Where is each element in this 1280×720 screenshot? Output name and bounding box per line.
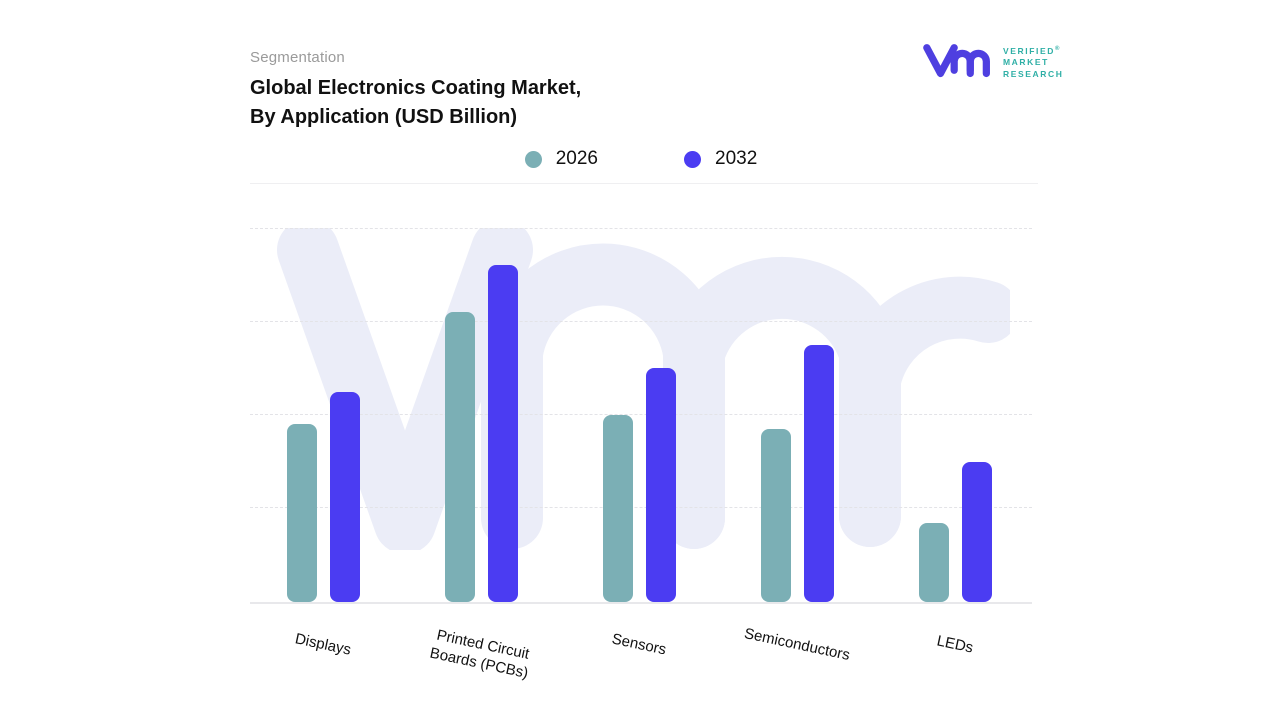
bar-2032-printed-circuit (487, 265, 518, 602)
legend-item-2032: 2032 (684, 148, 757, 170)
plot-area: Displays Printed Circuit Boards (PCBs) Sen… (250, 183, 1032, 693)
legend-label-2026: 2026 (555, 148, 598, 169)
vmr-logo: VERIFIED® MARKET RESEARCH (922, 36, 1064, 87)
bar-2026-semiconductors (760, 429, 791, 602)
bar-2026-printed-circuit (444, 312, 475, 602)
vmr-logo-glyph-icon (922, 36, 996, 87)
legend-separator-line (250, 183, 1038, 184)
vmr-watermark-icon (270, 219, 1019, 555)
chart-title: Global Electronics Coating Market, By Ap… (250, 77, 582, 128)
x-axis-label: Semiconductors (742, 625, 852, 664)
vmr-logo-text: VERIFIED® MARKET RESEARCH (1003, 45, 1064, 79)
bar-2032-sensors (645, 368, 676, 602)
bar-2032-semiconductors (803, 344, 834, 602)
bar-2026-sensors (602, 415, 633, 602)
bar-2032-leds (961, 461, 992, 602)
x-axis-line (250, 602, 1032, 604)
legend-item-2026: 2026 (524, 148, 598, 170)
bar-2026-displays (286, 424, 317, 602)
x-axis-label: Displays (293, 630, 353, 659)
legend-dot-2032 (684, 150, 701, 168)
legend: 2026 2032 (250, 148, 1032, 170)
gridline (250, 228, 1032, 229)
gridline (250, 414, 1032, 415)
x-axis-label: Sensors (610, 630, 668, 659)
gridline (250, 507, 1032, 508)
legend-dot-2026 (524, 150, 542, 168)
legend-label-2032: 2032 (715, 148, 758, 169)
registered-mark: ® (1055, 45, 1062, 52)
bar-2032-displays (329, 391, 360, 602)
gridline (250, 321, 1032, 322)
x-axis-label: LEDs (935, 632, 975, 657)
segmentation-eyebrow: Segmentation (250, 49, 345, 66)
x-axis-label: Printed Circuit Boards (PCBs) (428, 626, 531, 683)
bar-2026-leds (918, 522, 949, 602)
